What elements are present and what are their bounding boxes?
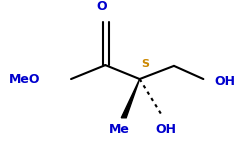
- Text: OH: OH: [155, 123, 176, 136]
- Text: MeO: MeO: [9, 73, 40, 86]
- Polygon shape: [121, 79, 140, 118]
- Text: Me: Me: [108, 123, 129, 136]
- Text: S: S: [141, 59, 149, 69]
- Text: O: O: [96, 0, 107, 13]
- Text: OH: OH: [214, 75, 235, 88]
